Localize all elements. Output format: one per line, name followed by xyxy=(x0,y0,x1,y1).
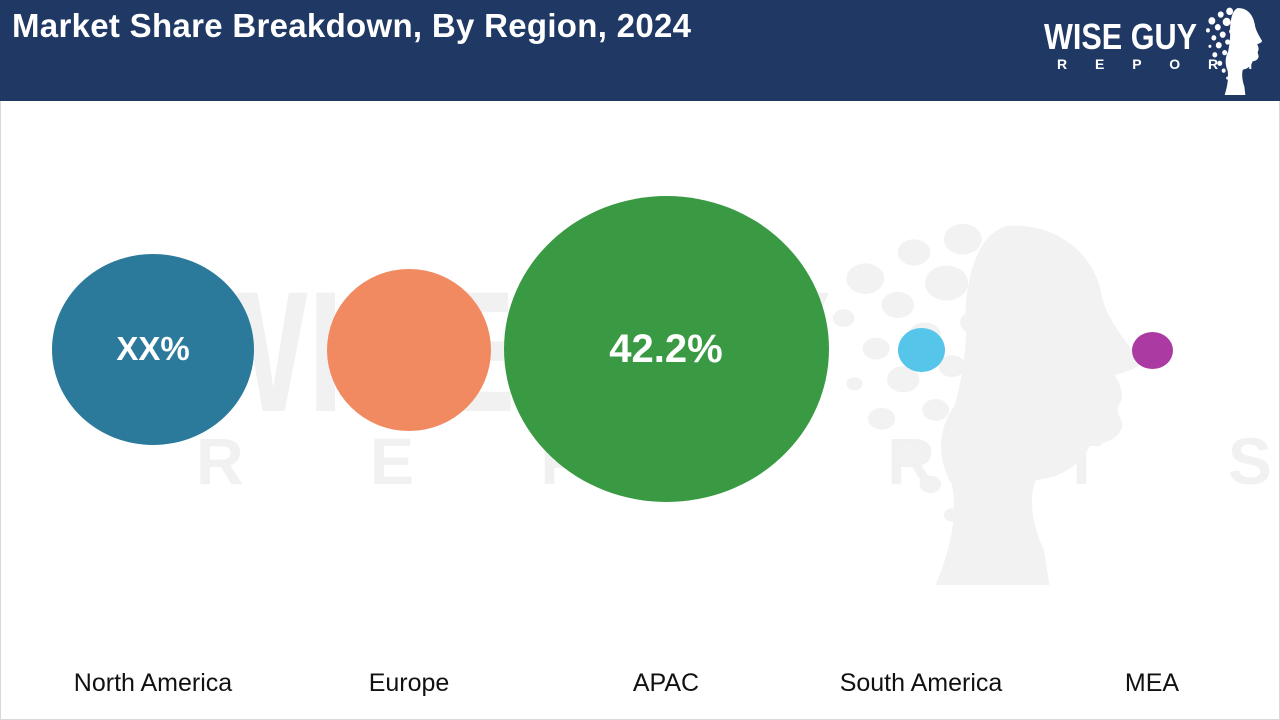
axis-label-europe: Europe xyxy=(368,669,450,697)
bubble-mea xyxy=(1131,331,1173,369)
chart-title: Market Share Breakdown, By Region, 2024 xyxy=(12,7,692,44)
bubble-value-label: 42.2% xyxy=(609,326,723,371)
bubble-north-america: XX% xyxy=(52,253,254,445)
logo-subtext: R E P O R T S xyxy=(1057,56,1280,72)
logo-head-icon xyxy=(1205,7,1263,95)
axis-label-mea: MEA xyxy=(1124,669,1180,697)
logo-wordmark: WISE GUY xyxy=(1044,16,1198,57)
header-bar: Market Share Breakdown, By Region, 2024 … xyxy=(0,0,1280,101)
bubble-apac: 42.2% xyxy=(503,196,829,502)
watermark-head-icon xyxy=(832,223,1142,585)
bubble-europe xyxy=(327,269,491,431)
axis-label-apac: APAC xyxy=(632,669,700,697)
bubble-south-america xyxy=(897,328,945,372)
axis-label-south-america: South America xyxy=(839,669,1003,697)
bubble-value-label: XX% xyxy=(116,330,190,367)
axis-label-north-america: North America xyxy=(73,669,233,697)
